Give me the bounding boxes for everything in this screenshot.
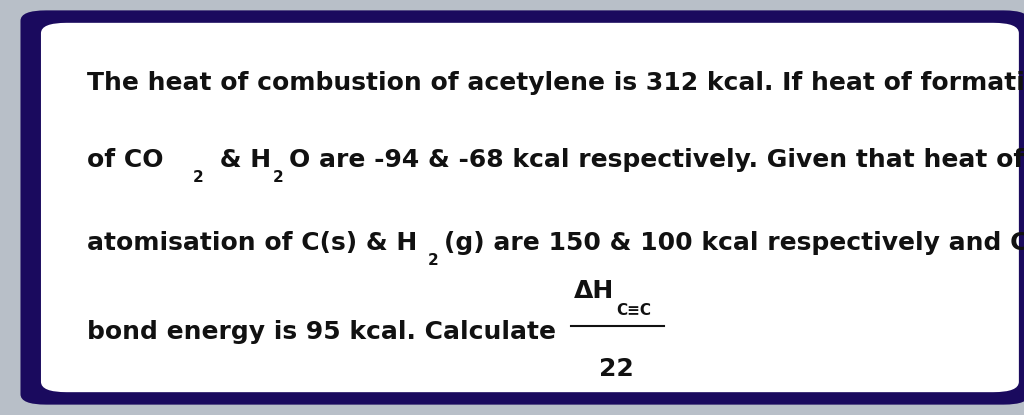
Text: 2: 2 <box>428 253 438 268</box>
FancyBboxPatch shape <box>20 10 1024 405</box>
Text: The heat of combustion of acetylene is 312 kcal. If heat of formation: The heat of combustion of acetylene is 3… <box>87 71 1024 95</box>
Text: 22: 22 <box>599 357 634 381</box>
Text: of CO: of CO <box>87 148 164 172</box>
Text: 2: 2 <box>272 170 283 185</box>
Text: C≡C: C≡C <box>616 303 651 318</box>
Text: 2: 2 <box>193 170 203 185</box>
Text: atomisation of C(s) & H: atomisation of C(s) & H <box>87 231 418 255</box>
Text: (g) are 150 & 100 kcal respectively and C-H: (g) are 150 & 100 kcal respectively and … <box>444 231 1024 255</box>
Text: bond energy is 95 kcal. Calculate: bond energy is 95 kcal. Calculate <box>87 320 556 344</box>
Text: & H: & H <box>211 148 271 172</box>
Text: O are -94 & -68 kcal respectively. Given that heat of: O are -94 & -68 kcal respectively. Given… <box>289 148 1024 172</box>
Text: ΔH: ΔH <box>573 278 613 303</box>
FancyBboxPatch shape <box>41 23 1019 392</box>
